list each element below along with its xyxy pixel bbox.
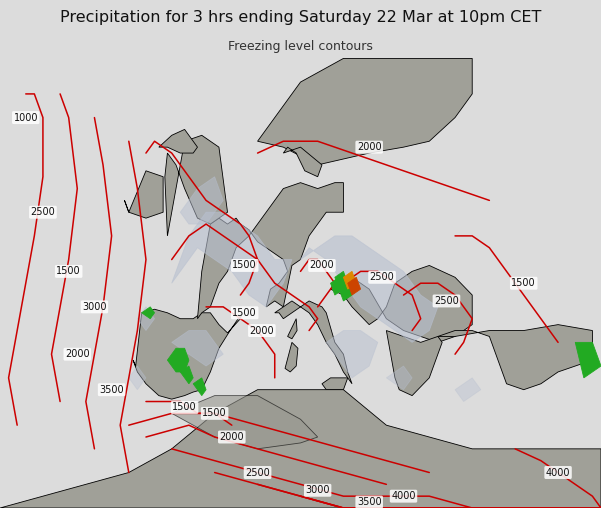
Polygon shape (180, 177, 223, 224)
Polygon shape (300, 236, 438, 342)
Text: 3500: 3500 (357, 497, 382, 507)
Text: Precipitation for 3 hrs ending Saturday 22 Mar at 10pm CET: Precipitation for 3 hrs ending Saturday … (60, 10, 541, 25)
Text: 2000: 2000 (65, 349, 90, 359)
Text: 4000: 4000 (546, 467, 570, 478)
Polygon shape (193, 378, 206, 396)
Polygon shape (124, 171, 163, 218)
Text: 1500: 1500 (203, 408, 227, 419)
Polygon shape (343, 271, 356, 289)
Polygon shape (335, 271, 348, 289)
Polygon shape (438, 325, 593, 390)
Text: 2500: 2500 (434, 296, 459, 306)
Polygon shape (348, 277, 361, 295)
Polygon shape (288, 319, 297, 339)
Text: 2000: 2000 (310, 261, 334, 270)
Polygon shape (386, 331, 442, 396)
Polygon shape (339, 283, 352, 301)
Text: 1500: 1500 (233, 308, 257, 318)
Polygon shape (165, 135, 228, 236)
Text: 1000: 1000 (13, 113, 38, 122)
Polygon shape (172, 396, 318, 449)
Polygon shape (133, 309, 242, 399)
Polygon shape (575, 342, 601, 378)
Polygon shape (129, 366, 146, 390)
Polygon shape (386, 366, 412, 390)
Text: 1500: 1500 (56, 266, 81, 276)
Text: 3500: 3500 (99, 385, 124, 395)
Polygon shape (0, 390, 601, 508)
Text: 4000: 4000 (391, 491, 416, 501)
Text: 2000: 2000 (357, 142, 382, 152)
Polygon shape (326, 331, 378, 378)
Text: 1500: 1500 (172, 402, 197, 412)
Text: 2000: 2000 (249, 326, 274, 336)
Polygon shape (455, 378, 481, 401)
Polygon shape (322, 378, 348, 390)
Text: 3000: 3000 (305, 485, 330, 495)
Polygon shape (198, 183, 343, 319)
Text: 2500: 2500 (245, 467, 270, 478)
Polygon shape (331, 277, 343, 295)
Text: Freezing level contours: Freezing level contours (228, 40, 373, 53)
Polygon shape (283, 147, 322, 177)
Text: 2500: 2500 (370, 272, 394, 282)
Text: 1500: 1500 (233, 261, 257, 270)
Polygon shape (180, 366, 193, 384)
Text: 2500: 2500 (31, 207, 55, 217)
Polygon shape (159, 130, 198, 153)
Polygon shape (172, 331, 223, 366)
Polygon shape (285, 342, 298, 372)
Polygon shape (168, 348, 189, 372)
Text: 1500: 1500 (511, 278, 536, 288)
Polygon shape (275, 301, 352, 384)
Polygon shape (258, 58, 472, 165)
Polygon shape (142, 307, 154, 319)
Polygon shape (138, 307, 154, 331)
Text: 2000: 2000 (219, 432, 244, 442)
Text: 3000: 3000 (82, 302, 107, 312)
Polygon shape (172, 212, 292, 307)
Polygon shape (331, 266, 472, 342)
